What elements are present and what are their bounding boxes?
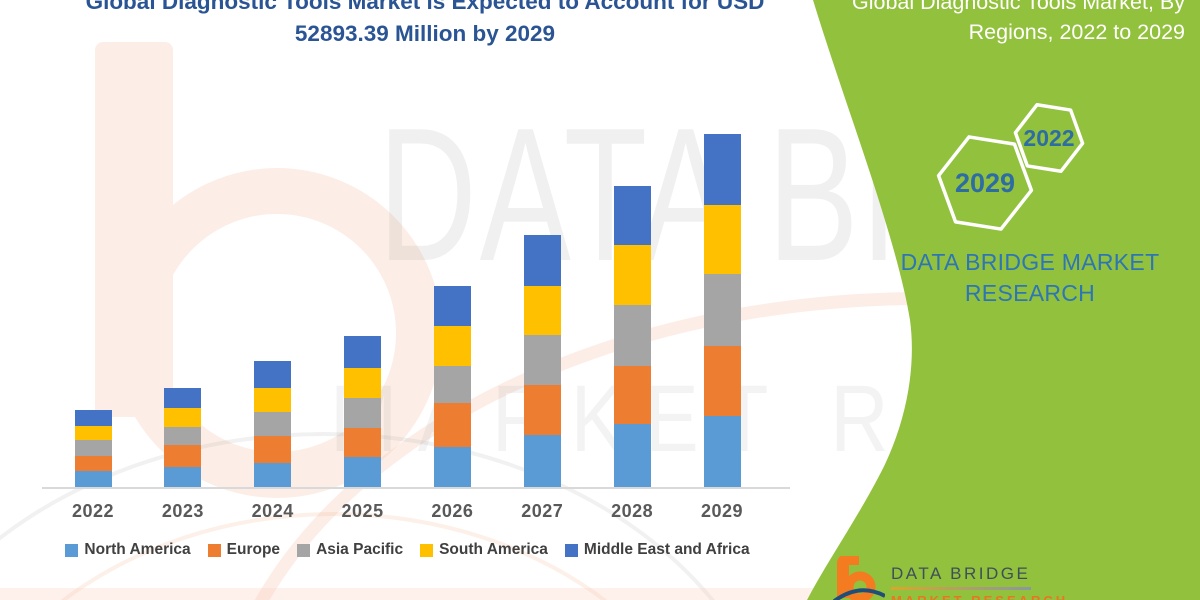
b-icon-stem — [837, 553, 859, 598]
chart-legend: North America Europe Asia Pacific South Ame… — [25, 541, 790, 559]
bar-segment-europe — [613, 366, 651, 424]
data-bridge-logo: DATA BRIDGE MARKET RESEARCH — [832, 553, 1113, 600]
legend-item: Middle East and Africa — [564, 541, 750, 559]
bar-segment-north-america — [254, 463, 292, 487]
panel-heading-line1: Global Diagnostic Tools Market, By — [852, 0, 1185, 14]
bar-segment-north-america — [164, 467, 202, 487]
watermark-logo-b-stem — [95, 42, 173, 417]
bar-segment-europe — [433, 403, 471, 447]
bar-segment-north-america — [613, 424, 651, 487]
x-tick-2025: 2025 — [341, 501, 384, 521]
b-icon-swoosh — [832, 588, 886, 600]
bar-segment-north-america — [433, 447, 471, 487]
x-tick-2028: 2028 — [611, 501, 654, 521]
logo-subtext: MARKET RESEARCH — [891, 593, 1068, 600]
logo-wordmark: DATA BRIDGE — [891, 564, 1031, 583]
legend-swatch — [65, 543, 79, 557]
bar-segment-asia-pacific — [254, 412, 292, 436]
brand-name: DATA BRIDGE MARKET RESEARCH — [880, 247, 1180, 309]
bar-segment-asia-pacific — [523, 335, 561, 385]
bar-segment-asia-pacific — [613, 305, 651, 366]
bar-segment-middle-east-and-africa — [433, 286, 471, 326]
legend-swatch — [564, 543, 578, 557]
logo-divider-line — [891, 587, 1031, 590]
x-tick-2029: 2029 — [700, 501, 744, 521]
hexagon-2022-label: 2022 — [1023, 125, 1074, 151]
hexagon-year-badges: 2029 2022 — [936, 102, 1085, 231]
x-tick-2023: 2023 — [161, 501, 204, 521]
bar-segment-asia-pacific — [74, 440, 112, 456]
bar-segment-middle-east-and-africa — [703, 134, 741, 205]
legend-label: Middle East and Africa — [583, 541, 750, 558]
legend-item: Asia Pacific — [297, 541, 403, 559]
bar-segment-europe — [254, 436, 292, 463]
watermark-bottom-glow — [0, 588, 840, 600]
legend-swatch — [297, 543, 311, 557]
chart-title-line1: Global Diagnostic Tools Market is Expect… — [85, 0, 765, 14]
hexagon-2029 — [936, 135, 1034, 231]
bar-segment-asia-pacific — [703, 274, 741, 346]
hexagon-2022 — [1013, 102, 1085, 174]
chart-title-line2: 52893.39 Million by 2029 — [294, 21, 556, 46]
x-tick-2026: 2026 — [431, 501, 474, 521]
bar-segment-europe — [344, 428, 382, 457]
bar-segment-europe — [164, 445, 202, 467]
bar-segment-south-america — [74, 426, 112, 440]
legend-item: Europe — [207, 541, 281, 559]
bar-segment-north-america — [344, 457, 382, 487]
bar-segment-europe — [703, 346, 741, 416]
legend-label: Europe — [226, 541, 281, 558]
x-tick-2022: 2022 — [71, 501, 115, 521]
chart-title: Global Diagnostic Tools Market is Expect… — [20, 0, 830, 50]
x-tick-2027: 2027 — [521, 501, 564, 521]
bar-segment-middle-east-and-africa — [254, 361, 292, 388]
bar-segment-middle-east-and-africa — [523, 235, 561, 286]
bar-segment-south-america — [523, 286, 561, 335]
panel-heading: Global Diagnostic Tools Market, By Regio… — [835, 0, 1185, 47]
x-tick-2024: 2024 — [251, 501, 294, 521]
bar-segment-north-america — [74, 471, 112, 487]
hexagon-2029-label: 2029 — [955, 168, 1015, 198]
bar-segment-north-america — [523, 435, 561, 487]
legend-label: South America — [439, 541, 548, 558]
bar-segment-north-america — [703, 416, 741, 487]
bar-segment-europe — [74, 456, 112, 471]
bar-segment-europe — [523, 385, 561, 435]
data-bridge-b-icon — [832, 553, 886, 600]
panel-heading-line2: Regions, 2022 to 2029 — [968, 20, 1185, 44]
bar-segment-asia-pacific — [164, 427, 202, 445]
bar-segment-south-america — [344, 368, 382, 398]
bar-segment-south-america — [433, 326, 471, 366]
legend-label: North America — [84, 541, 191, 558]
bar-segment-asia-pacific — [344, 398, 382, 428]
legend-item: South America — [420, 541, 548, 559]
b-icon-bowl — [844, 571, 876, 600]
bar-segment-middle-east-and-africa — [164, 388, 202, 408]
bar-segment-middle-east-and-africa — [613, 186, 651, 245]
bar-segment-south-america — [703, 205, 741, 274]
legend-item: North America — [65, 541, 191, 559]
bar-segment-middle-east-and-africa — [74, 410, 112, 426]
x-axis-line — [42, 487, 790, 489]
bar-segment-south-america — [164, 408, 202, 427]
bar-segment-asia-pacific — [433, 366, 471, 403]
legend-swatch — [207, 543, 221, 557]
bar-segment-south-america — [254, 388, 292, 412]
bar-segment-south-america — [613, 245, 651, 305]
brand-line2: RESEARCH — [964, 280, 1096, 306]
bar-segment-middle-east-and-africa — [344, 336, 382, 368]
brand-line1: DATA BRIDGE MARKET — [900, 249, 1160, 275]
legend-label: Asia Pacific — [316, 541, 404, 558]
legend-swatch — [420, 543, 434, 557]
